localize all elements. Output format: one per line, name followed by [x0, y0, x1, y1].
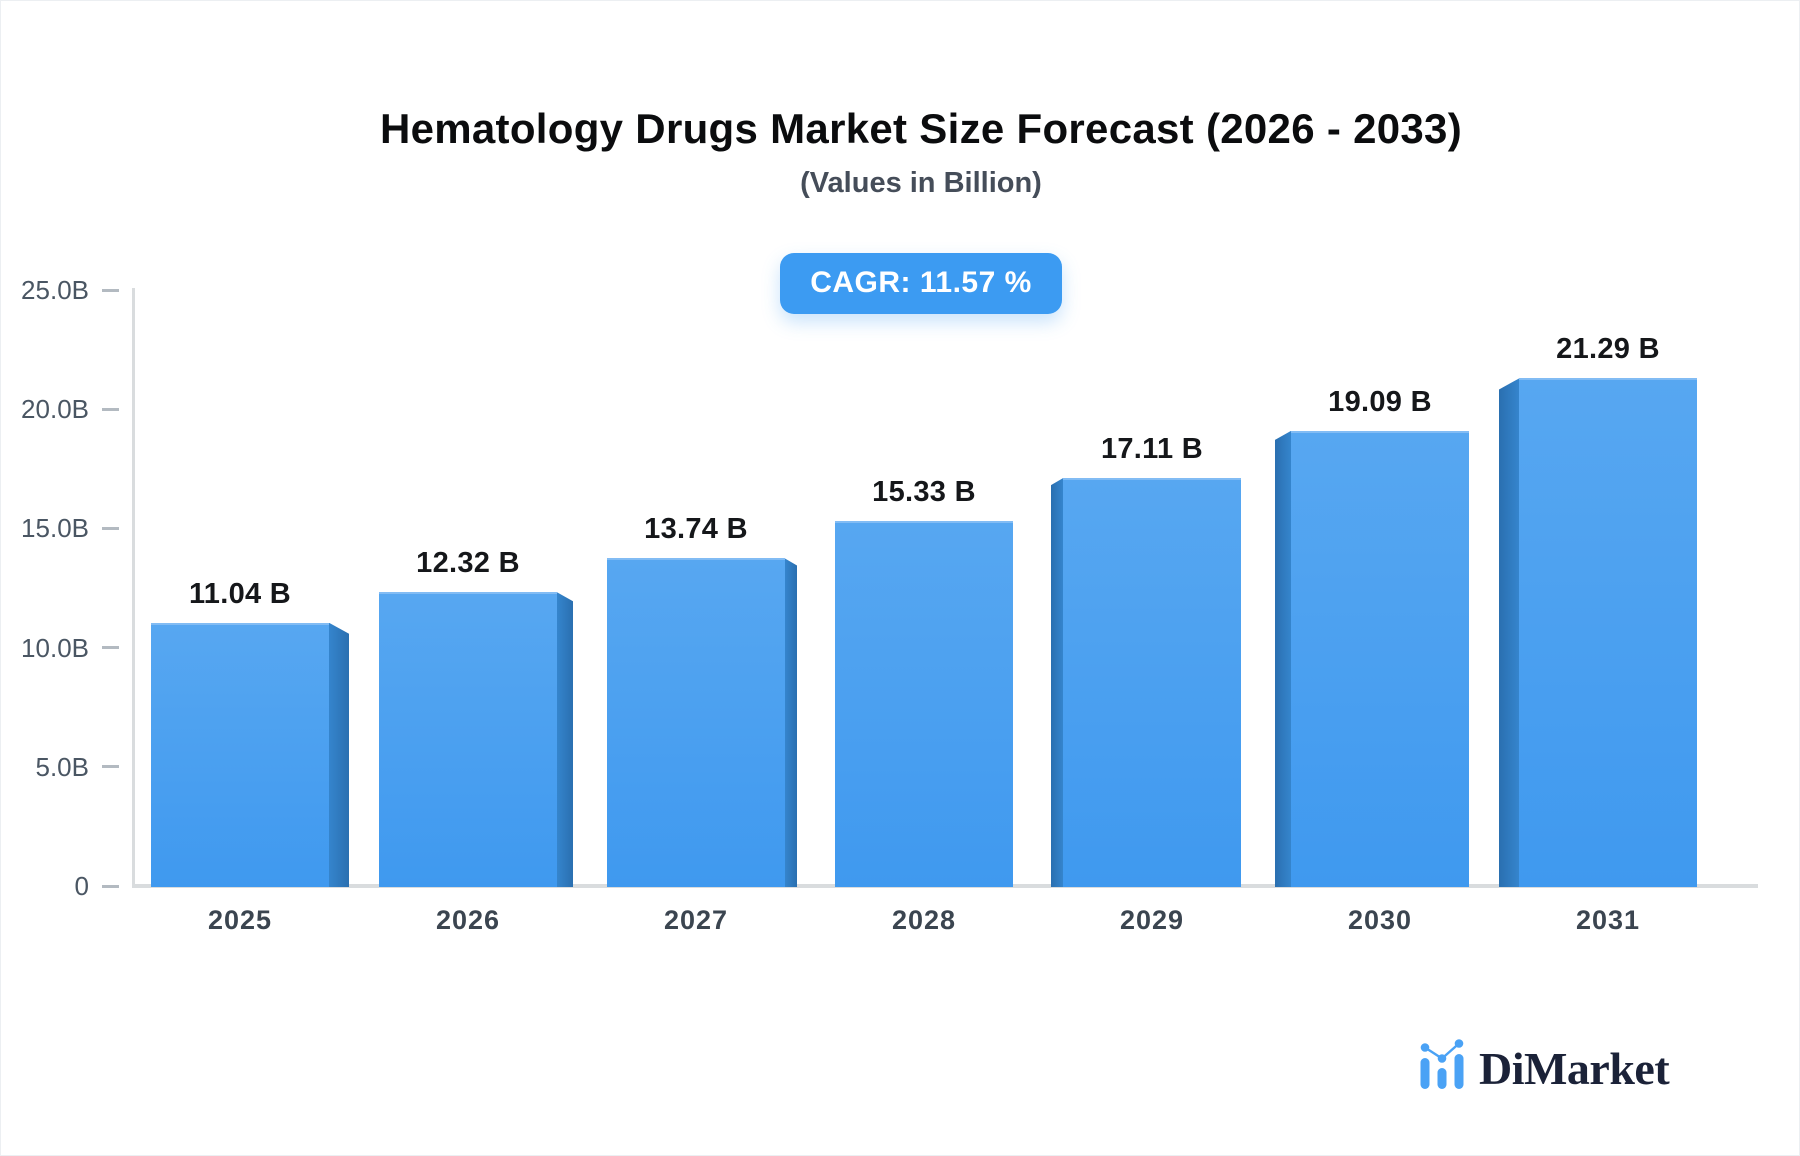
bar-3d-side	[329, 622, 349, 887]
bar-2026[interactable]	[379, 592, 557, 887]
bar-2027[interactable]	[607, 558, 785, 887]
dimarket-logo: DiMarket	[1419, 1037, 1670, 1095]
y-tick-label: 0	[74, 871, 89, 901]
bar-3d-side	[1051, 478, 1063, 887]
mini-bar-chart-icon	[1420, 1039, 1464, 1089]
bar-value-label: 13.74 B	[644, 513, 748, 546]
y-tick-mark	[102, 765, 119, 769]
y-tick-label: 25.0B	[21, 275, 89, 305]
bar-value-label: 15.33 B	[872, 475, 976, 508]
x-axis-label-2031: 2031	[1575, 905, 1641, 935]
x-axis-label-2026: 2026	[435, 905, 501, 935]
bar-3d-side	[1499, 378, 1519, 887]
chart-title: Hematology Drugs Market Size Forecast (2…	[379, 105, 1463, 152]
y-tick-label: 15.0B	[21, 513, 89, 544]
bar-2025[interactable]	[151, 622, 329, 887]
y-tick-label: 5.0B	[35, 751, 90, 782]
x-axis-label-2029: 2029	[1119, 905, 1185, 935]
y-tick-label: 20.0B	[21, 394, 89, 425]
bar-3d-side	[1275, 430, 1291, 887]
x-axis-label-2028: 2028	[891, 905, 957, 935]
bar-value-label: 17.11 B	[1100, 433, 1204, 466]
chart-subtitle: (Values in Billion)	[800, 167, 1042, 199]
bar-value-label: 11.04 B	[188, 577, 292, 610]
dimarket-logo-text: DiMarket	[1479, 1043, 1670, 1095]
bar-2028[interactable]	[835, 520, 1013, 887]
y-tick-mark	[102, 884, 119, 888]
y-tick-label: 10.0B	[21, 632, 89, 663]
y-tick-mark	[102, 407, 119, 411]
y-tick-mark	[102, 526, 119, 530]
y-tick-mark	[102, 646, 119, 650]
cagr-badge: CAGR: 11.57 %	[41, 253, 1799, 314]
bar-value-label: 19.09 B	[1328, 385, 1432, 418]
bar-3d-side	[785, 558, 797, 887]
bar-3d-side	[557, 592, 573, 887]
x-axis-label-2030: 2030	[1347, 905, 1413, 935]
bar-2031[interactable]	[1519, 378, 1697, 887]
bar-2030[interactable]	[1291, 430, 1469, 887]
y-tick-mark	[102, 288, 119, 292]
bar-2029[interactable]	[1063, 478, 1241, 887]
bar-value-label: 21.29 B	[1556, 333, 1660, 366]
x-axis-label-2025: 2025	[207, 905, 273, 935]
y-axis-line	[132, 288, 135, 887]
bar-value-label: 12.32 B	[416, 547, 520, 580]
cagr-badge-label: CAGR: 11.57 %	[780, 253, 1062, 314]
x-axis-label-2027: 2027	[663, 905, 729, 935]
